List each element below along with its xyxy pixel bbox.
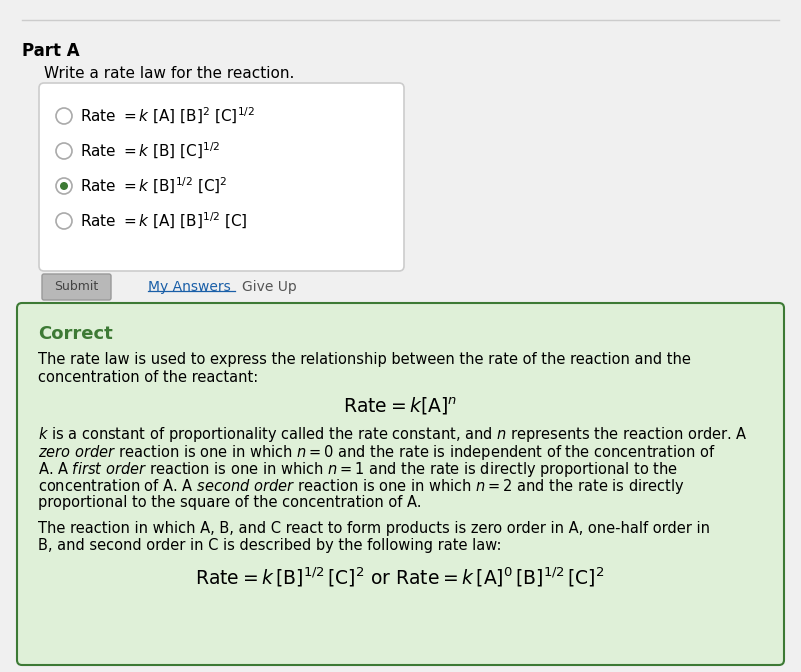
Text: Rate $= k$ [B]$^{1/2}$ [C]$^{2}$: Rate $= k$ [B]$^{1/2}$ [C]$^{2}$ [80, 176, 227, 196]
FancyBboxPatch shape [17, 303, 784, 665]
Circle shape [56, 108, 72, 124]
Circle shape [56, 178, 72, 194]
Text: Rate $= k$ [A] [B]$^{2}$ [C]$^{1/2}$: Rate $= k$ [A] [B]$^{2}$ [C]$^{1/2}$ [80, 106, 255, 126]
Text: The rate law is used to express the relationship between the rate of the reactio: The rate law is used to express the rela… [38, 352, 691, 367]
Text: A. A $\it{first\ order}$ reaction is one in which $n = 1$ and the rate is direct: A. A $\it{first\ order}$ reaction is one… [38, 460, 678, 479]
Text: The reaction in which A, B, and C react to form products is zero order in A, one: The reaction in which A, B, and C react … [38, 521, 710, 536]
Text: concentration of the reactant:: concentration of the reactant: [38, 370, 258, 385]
FancyBboxPatch shape [39, 83, 404, 271]
FancyBboxPatch shape [42, 274, 111, 300]
Text: Part A: Part A [22, 42, 79, 60]
Text: $\mathrm{Rate} = k[\mathrm{A}]^{n}$: $\mathrm{Rate} = k[\mathrm{A}]^{n}$ [343, 396, 457, 417]
Text: Rate $= k$ [A] [B]$^{1/2}$ [C]: Rate $= k$ [A] [B]$^{1/2}$ [C] [80, 211, 248, 231]
Circle shape [60, 182, 68, 190]
Text: Correct: Correct [38, 325, 113, 343]
Text: Submit: Submit [54, 280, 99, 294]
Text: $k$ is a constant of proportionality called the rate constant, and $n$ represent: $k$ is a constant of proportionality cal… [38, 425, 747, 444]
Text: B, and second order in C is described by the following rate law:: B, and second order in C is described by… [38, 538, 501, 553]
Text: proportional to the square of the concentration of A.: proportional to the square of the concen… [38, 495, 421, 510]
Text: $\mathrm{Rate} = k\,[\mathrm{B}]^{1/2}\,[\mathrm{C}]^{2}\ \mathrm{or}\ \mathrm{R: $\mathrm{Rate} = k\,[\mathrm{B}]^{1/2}\,… [195, 566, 605, 589]
Text: Rate $= k$ [B] [C]$^{1/2}$: Rate $= k$ [B] [C]$^{1/2}$ [80, 141, 220, 161]
Text: Write a rate law for the reaction.: Write a rate law for the reaction. [44, 66, 295, 81]
Text: $\it{zero\ order}$ reaction is one in which $n = 0$ and the rate is independent : $\it{zero\ order}$ reaction is one in wh… [38, 442, 716, 462]
Circle shape [56, 143, 72, 159]
Text: concentration of A. A $\it{second\ order}$ reaction is one in which $n = 2$ and : concentration of A. A $\it{second\ order… [38, 478, 685, 497]
Text: My Answers: My Answers [148, 280, 231, 294]
Text: Give Up: Give Up [242, 280, 296, 294]
Circle shape [56, 213, 72, 229]
